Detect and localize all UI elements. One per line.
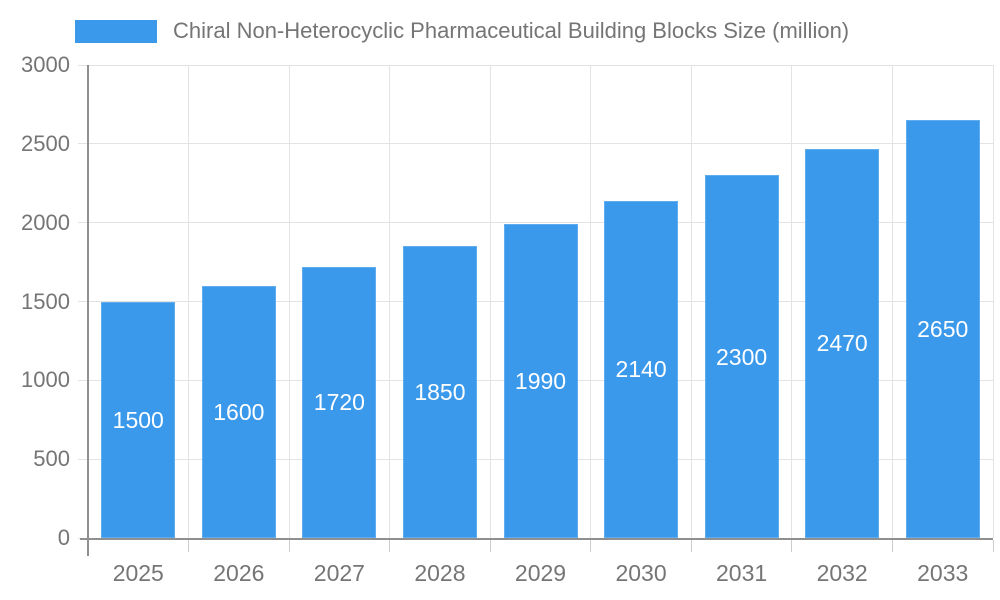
bar [704, 175, 779, 538]
y-axis-tick [78, 143, 88, 145]
y-tick-label: 2500 [21, 130, 70, 156]
gridline-horizontal [88, 143, 993, 145]
x-tick-label: 2027 [313, 560, 365, 586]
gridline-vertical [590, 65, 592, 538]
y-axis-tick [78, 379, 88, 381]
chart-title: Chiral Non-Heterocyclic Pharmaceutical B… [173, 18, 850, 43]
bar-value-label: 1600 [213, 398, 265, 425]
bar-value-label: 2300 [716, 343, 768, 370]
x-tick-label: 2026 [213, 560, 265, 586]
x-axis-line [80, 538, 993, 540]
y-axis-tick [78, 64, 88, 66]
legend-swatch[interactable] [75, 19, 157, 43]
bar [402, 246, 477, 538]
x-axis-tick [188, 540, 190, 552]
x-tick-label: 2030 [615, 560, 667, 586]
x-axis-tick [489, 540, 491, 552]
y-axis-tick [78, 458, 88, 460]
bar-value-label: 2650 [917, 316, 969, 343]
bar [101, 301, 176, 538]
gridline-vertical [288, 65, 290, 538]
bar-value-label: 1720 [313, 389, 365, 416]
x-axis-tick [389, 540, 391, 552]
y-axis-line [87, 65, 89, 556]
y-axis-tick [78, 301, 88, 302]
x-tick-label: 2033 [917, 560, 969, 586]
x-axis-tick [791, 540, 793, 552]
bar [805, 148, 880, 538]
y-tick-label: 3000 [21, 52, 70, 77]
gridline-vertical [791, 65, 793, 538]
y-axis-tick [78, 222, 88, 224]
y-tick-label: 2000 [21, 209, 70, 235]
x-tick-label: 2032 [816, 560, 868, 586]
gridline-vertical [489, 65, 491, 538]
bar [302, 266, 377, 538]
x-axis-tick [992, 540, 994, 552]
bar [201, 285, 276, 538]
x-axis-tick [590, 540, 592, 552]
y-tick-label: 500 [33, 446, 70, 472]
bar-value-label: 1990 [514, 368, 567, 395]
x-tick-label: 2029 [514, 560, 567, 586]
gridline-vertical [188, 65, 190, 538]
x-tick-label: 2028 [414, 560, 466, 586]
gridline-vertical [992, 65, 994, 538]
bar [604, 200, 679, 538]
gridline-horizontal [88, 64, 993, 66]
gridline-vertical [891, 65, 893, 538]
y-tick-label: 1500 [21, 288, 70, 314]
bar-value-label: 2470 [816, 330, 868, 357]
x-axis-tick [288, 540, 290, 552]
bar-value-label: 1850 [414, 379, 466, 406]
x-tick-label: 2025 [112, 560, 164, 586]
bar [503, 224, 578, 538]
bar-value-label: 1500 [112, 406, 164, 433]
y-tick-label: 1000 [21, 367, 70, 393]
legend[interactable]: Chiral Non-Heterocyclic Pharmaceutical B… [75, 18, 849, 44]
bar-value-label: 2140 [615, 356, 667, 383]
y-tick-label: 0 [57, 525, 70, 550]
x-axis-tick [891, 540, 893, 552]
gridline-vertical [690, 65, 692, 538]
gridline-vertical [389, 65, 391, 538]
x-tick-label: 2031 [716, 560, 768, 586]
x-axis-tick [690, 540, 692, 552]
gridline-horizontal [88, 222, 993, 224]
bar [905, 120, 980, 538]
